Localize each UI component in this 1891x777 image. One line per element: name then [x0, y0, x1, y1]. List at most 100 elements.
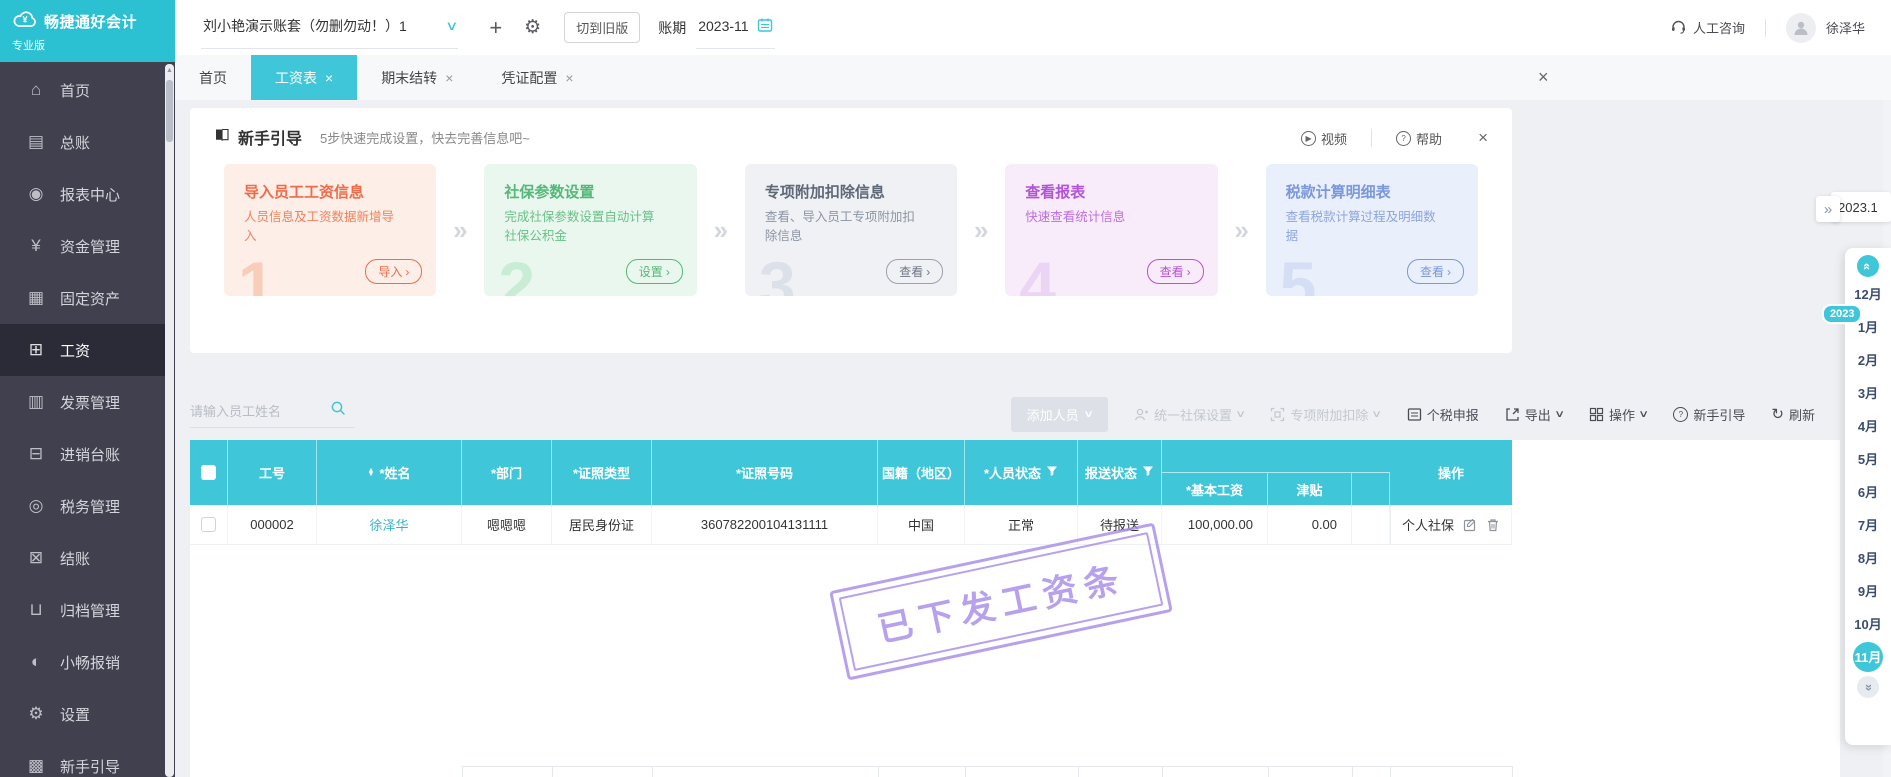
- sidebar-item-purchase-sale[interactable]: ⊟ 进销台账: [0, 428, 165, 480]
- month-item-jul[interactable]: 7月: [1857, 518, 1879, 533]
- ledger-book-icon: ⊟: [28, 444, 44, 463]
- filter-icon[interactable]: [1142, 465, 1154, 480]
- sidebar-item-closing[interactable]: ⊠ 结账: [0, 532, 165, 584]
- close-icon[interactable]: ×: [1538, 67, 1549, 87]
- refresh-button[interactable]: ↻ 刷新: [1771, 406, 1815, 423]
- month-item-apr[interactable]: 4月: [1857, 419, 1879, 434]
- operations-button[interactable]: 操作 ∨: [1589, 405, 1649, 424]
- invoice-icon: ▥: [27, 392, 45, 411]
- cell-name-link[interactable]: 徐泽华: [317, 505, 462, 545]
- close-icon[interactable]: ×: [445, 69, 454, 86]
- search-input[interactable]: [190, 403, 330, 419]
- month-item-nov-active[interactable]: 11月: [1845, 640, 1891, 673]
- switch-old-version-button[interactable]: 切到旧版: [564, 12, 641, 43]
- sidebar-item-report-center[interactable]: ◉ 报表中心: [0, 168, 165, 220]
- row-checkbox[interactable]: [201, 517, 216, 532]
- add-account-button[interactable]: +: [489, 14, 503, 40]
- sidebar-item-funds[interactable]: ¥ 资金管理: [0, 220, 165, 272]
- month-item-dec[interactable]: 12月: [1854, 287, 1882, 302]
- month-item-oct[interactable]: 10月: [1854, 617, 1882, 632]
- add-person-button[interactable]: 添加人员 ∨: [1010, 396, 1108, 432]
- sidebar-item-invoice[interactable]: ▥ 发票管理: [27, 392, 121, 412]
- personal-social-link[interactable]: 个人社保: [1401, 518, 1454, 533]
- collapse-month-panel-button[interactable]: »: [1816, 196, 1840, 222]
- step-number: 5: [1279, 248, 1317, 296]
- month-item-sep[interactable]: 9月: [1857, 584, 1879, 599]
- avatar[interactable]: [1785, 12, 1816, 43]
- account-selector[interactable]: 刘小艳演示账套（勿删勿动！）1 ∨: [201, 6, 459, 49]
- scrollbar-thumb[interactable]: [166, 80, 173, 142]
- chevron-right-icon: ›: [665, 264, 670, 279]
- year-period-tab[interactable]: 2023.1: [1831, 192, 1891, 222]
- tab-period-end-carryover[interactable]: 期末结转 ×: [381, 69, 454, 86]
- cell-base-salary: 100,000.00: [1162, 505, 1268, 545]
- guide-step-tax-detail: 税款计算明细表 查看税款计算过程及明细数据 5 查看 ›: [1265, 164, 1479, 296]
- tabbar: 首页 工资表 × 期末结转 × 凭证配置 × ×: [175, 55, 1891, 100]
- month-item-jan[interactable]: 1月: [1857, 320, 1879, 335]
- tab-home[interactable]: 首页: [199, 69, 227, 86]
- step-number: 3: [758, 248, 796, 296]
- newbie-guide-button[interactable]: ? 新手引导: [1673, 405, 1745, 424]
- close-icon[interactable]: ×: [325, 69, 334, 86]
- sidebar-item-salary[interactable]: ⊞ 工资: [0, 324, 165, 376]
- sidebar-item-home[interactable]: ⌂ 首页: [0, 64, 165, 116]
- month-item-may[interactable]: 5月: [1857, 452, 1879, 467]
- view-button[interactable]: 查看 ›: [1407, 259, 1465, 284]
- view-button[interactable]: 查看 ›: [886, 259, 944, 284]
- sidebar-item-reimburse[interactable]: ◐ 小畅报销: [0, 636, 165, 688]
- report-icon: ◉: [28, 184, 44, 203]
- sidebar-item-archive[interactable]: ⊔ 归档管理: [0, 584, 165, 636]
- sidebar-scrollbar[interactable]: ▲: [165, 64, 174, 777]
- sidebar-item-tax[interactable]: ◎ 税务管理: [0, 480, 165, 532]
- closing-icon: ⊠: [28, 548, 44, 567]
- help-link[interactable]: ? 帮助: [1396, 129, 1442, 148]
- cell-id-no: 360782200104131111: [652, 505, 878, 545]
- tab-voucher-config[interactable]: 凭证配置 ×: [501, 69, 574, 86]
- select-all-checkbox[interactable]: [201, 465, 216, 480]
- svg-text:¥: ¥: [22, 15, 27, 25]
- play-icon: ▶: [1301, 130, 1317, 146]
- support-link[interactable]: 人工咨询: [1670, 18, 1745, 38]
- view-button[interactable]: 查看 ›: [1146, 259, 1204, 284]
- sidebar-item-fixed-assets[interactable]: ▦ 固定资产: [27, 288, 121, 308]
- tab-salary-sheet[interactable]: 工资表 ×: [251, 55, 358, 100]
- search-icon[interactable]: [330, 400, 347, 422]
- sidebar-item-newbie-guide[interactable]: ▩ 新手引导: [27, 756, 121, 776]
- period-picker[interactable]: 2023-11: [696, 7, 775, 49]
- close-icon[interactable]: ×: [1478, 128, 1488, 147]
- close-icon[interactable]: ×: [565, 69, 574, 86]
- double-arrow-icon: »: [713, 214, 729, 245]
- chevron-right-icon: ›: [405, 264, 410, 279]
- month-item-mar[interactable]: 3月: [1857, 386, 1879, 401]
- cell-dept: 嗯嗯嗯: [462, 505, 552, 545]
- month-item-aug[interactable]: 8月: [1857, 551, 1879, 566]
- scroll-months-down-button[interactable]: «: [1857, 676, 1879, 698]
- unified-social-security-button[interactable]: 统一社保设置 ∨: [1134, 405, 1246, 424]
- special-deduction-button[interactable]: 专项附加扣除 ∨: [1270, 405, 1383, 424]
- sort-icon[interactable]: ▲ ▼: [367, 466, 375, 478]
- salary-table: 工号 ▲ ▼ *姓名 *部门 *证照类型 *证照号码 国籍（地区） *人员状态 报…: [190, 440, 1840, 777]
- export-button[interactable]: 导出 ∨: [1505, 405, 1565, 424]
- chevron-down-icon: ∨: [1371, 408, 1383, 420]
- sidebar-item-settings[interactable]: ⚙ 设置: [0, 688, 165, 740]
- setup-button[interactable]: 设置 ›: [625, 259, 683, 284]
- edit-icon[interactable]: [1463, 518, 1477, 532]
- sidebar-item-general-ledger[interactable]: ▤ 总账: [27, 132, 91, 152]
- tax-filing-button[interactable]: 个税申报: [1407, 405, 1479, 424]
- scroll-up-icon[interactable]: ▲: [166, 67, 173, 74]
- month-item-jun[interactable]: 6月: [1857, 485, 1879, 500]
- month-item-feb[interactable]: 2月: [1857, 353, 1879, 368]
- cell-report-status: 待报送: [1078, 505, 1162, 545]
- reimburse-icon: ◐: [30, 652, 42, 671]
- question-icon: ?: [1396, 130, 1412, 146]
- video-link[interactable]: ▶ 视频: [1301, 129, 1347, 148]
- newbie-guide-panel: 新手引导 5步快速完成设置，快去完善信息吧~ ▶ 视频 ? 帮助 × 导入员工工资信…: [190, 108, 1512, 353]
- gear-icon[interactable]: ⚙: [524, 17, 542, 38]
- filter-icon[interactable]: [1046, 465, 1058, 480]
- double-arrow-icon: »: [1234, 214, 1249, 245]
- chevron-down-icon: ∨: [444, 18, 459, 33]
- import-button[interactable]: 导入 ›: [365, 259, 423, 284]
- delete-icon[interactable]: [1486, 518, 1500, 532]
- brand-cloud-icon: ¥: [12, 8, 38, 35]
- scroll-months-up-button[interactable]: «: [1857, 255, 1879, 277]
